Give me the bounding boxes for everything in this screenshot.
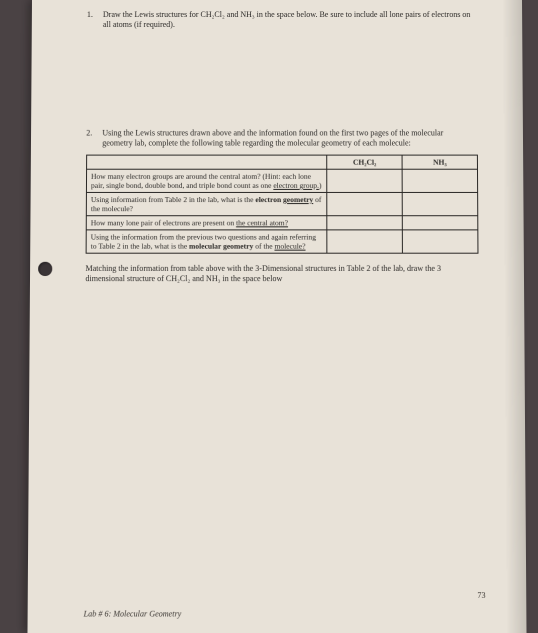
question-2: 2. Using the Lewis structures drawn abov…	[86, 128, 483, 148]
geometry-table: CH₂Cl₂ NH₃ How many electron groups are …	[86, 155, 479, 254]
page-shadow	[502, 0, 527, 633]
cell-blank	[402, 192, 477, 215]
lab-label: Lab # 6: Molecular Geometry	[84, 609, 182, 618]
table-row: Using the information from the previous …	[86, 230, 478, 253]
row-question: Using the information from the previous …	[86, 230, 327, 253]
drawing-space-1	[86, 36, 482, 128]
binder-hole	[38, 262, 52, 276]
cell-blank	[327, 216, 402, 230]
header-ch2cl2: CH₂Cl₂	[327, 155, 402, 169]
row-question: How many electron groups are around the …	[86, 169, 327, 192]
question-1: 1. Draw the Lewis structures for CH₂Cl₂ …	[87, 10, 482, 30]
table-header-row: CH₂Cl₂ NH₃	[87, 155, 478, 169]
page-number: 73	[477, 591, 485, 600]
cell-blank	[402, 169, 477, 192]
table-row: How many lone pair of electrons are pres…	[86, 216, 478, 230]
q2-text: Using the Lewis structures drawn above a…	[102, 128, 474, 148]
table-row: Using information from Table 2 in the la…	[86, 192, 477, 215]
post-table-instruction: Matching the information from table abov…	[85, 264, 478, 285]
header-nh3: NH₃	[402, 155, 477, 169]
page-footer: Lab # 6: Molecular Geometry 73	[84, 609, 486, 618]
cell-blank	[402, 230, 477, 253]
q1-number: 1.	[87, 10, 101, 20]
row-question: Using information from Table 2 in the la…	[86, 192, 327, 215]
q1-text: Draw the Lewis structures for CH₂Cl₂ and…	[103, 10, 473, 30]
worksheet-page: 1. Draw the Lewis structures for CH₂Cl₂ …	[27, 0, 526, 633]
cell-blank	[402, 216, 477, 230]
table-row: How many electron groups are around the …	[86, 169, 477, 192]
drawing-space-2	[85, 285, 485, 438]
cell-blank	[327, 230, 402, 253]
cell-blank	[327, 169, 402, 192]
header-blank	[87, 155, 327, 169]
q2-number: 2.	[86, 128, 100, 138]
cell-blank	[327, 192, 402, 215]
row-question: How many lone pair of electrons are pres…	[86, 216, 327, 230]
